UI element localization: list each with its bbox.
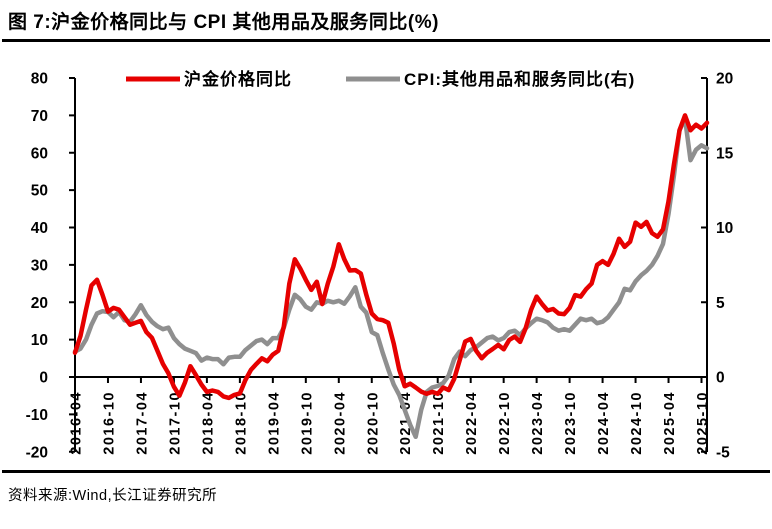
- title-divider: [2, 39, 770, 42]
- x-axis-tick-label: 2018-10: [233, 391, 249, 455]
- x-axis-tick-label: 2017-10: [167, 391, 183, 455]
- x-axis-tick-label: 2022-10: [497, 391, 513, 455]
- bottom-divider: [2, 470, 770, 473]
- left-axis-tick-label: -20: [26, 444, 48, 461]
- series-line-cpi-yoy: [72, 116, 710, 440]
- x-axis-tick-label: 2023-10: [563, 391, 579, 455]
- x-axis-tick-label: 2019-10: [299, 391, 315, 455]
- right-axis-tick-label: 10: [716, 220, 733, 237]
- figure-title: 图 7:沪金价格同比与 CPI 其他用品及服务同比(%): [8, 12, 439, 33]
- left-axis-tick-label: 0: [39, 370, 48, 387]
- left-axis-tick-label: -10: [26, 407, 48, 424]
- right-axis-tick-label: -5: [716, 444, 730, 461]
- x-axis-tick-label: 2020-10: [365, 391, 381, 455]
- legend-label-cpi-yoy: CPI:其他用品和服务同比(右): [404, 69, 635, 89]
- x-axis-tick-label: 2017-04: [134, 391, 150, 455]
- right-axis-tick-label: 5: [716, 295, 725, 312]
- plot-area: 80706050403020100-10-2020151050-52016-04…: [26, 71, 734, 462]
- left-axis-tick-label: 70: [31, 108, 48, 125]
- left-axis-tick-label: 20: [31, 295, 48, 312]
- left-axis-tick-label: 10: [31, 332, 48, 349]
- left-axis-tick-label: 80: [31, 71, 48, 88]
- source-note: 资料来源:Wind,长江证券研究所: [8, 488, 218, 504]
- x-axis-tick-label: 2024-10: [629, 391, 645, 455]
- x-axis-tick-label: 2016-04: [69, 391, 85, 455]
- x-axis-tick-label: 2016-10: [101, 391, 117, 455]
- x-axis-tick-label: 2024-04: [596, 391, 612, 455]
- x-axis-tick-label: 2025-04: [662, 391, 678, 455]
- left-axis-tick-label: 30: [31, 257, 48, 274]
- left-axis-tick-label: 40: [31, 220, 48, 237]
- chart-legend: 沪金价格同比 CPI:其他用品和服务同比(右): [126, 69, 635, 89]
- right-axis-tick-label: 0: [716, 370, 725, 387]
- x-axis-tick-label: 2021-10: [431, 391, 447, 455]
- x-axis-tick-label: 2023-04: [530, 391, 546, 455]
- legend-label-gold-yoy: 沪金价格同比: [184, 69, 292, 89]
- right-axis-tick-label: 15: [716, 145, 734, 162]
- x-axis-tick-label: 2019-04: [266, 391, 282, 455]
- x-axis-tick-label: 2022-04: [464, 391, 480, 455]
- left-axis-tick-label: 50: [31, 183, 48, 200]
- right-axis-tick-label: 20: [716, 71, 733, 88]
- x-axis-tick-label: 2020-04: [332, 391, 348, 455]
- x-axis-tick-label: 2018-04: [200, 391, 216, 455]
- left-axis-tick-label: 60: [31, 145, 48, 162]
- x-axis-tick-label: 2025-10: [695, 391, 711, 455]
- series-line-gold-yoy: [72, 113, 710, 401]
